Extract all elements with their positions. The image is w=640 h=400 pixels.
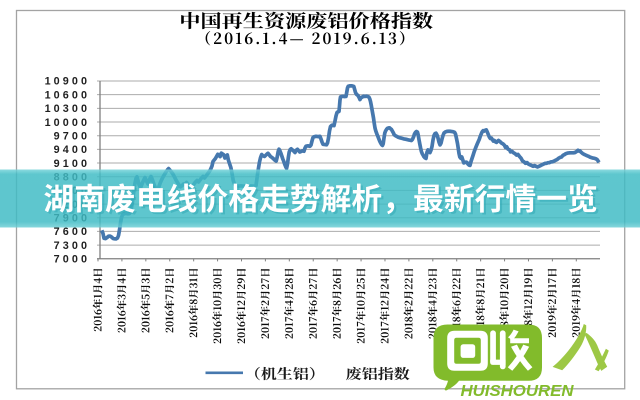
svg-text:7300: 7300 xyxy=(54,240,90,252)
svg-text:10300: 10300 xyxy=(45,103,91,115)
svg-text:10600: 10600 xyxy=(45,89,91,101)
svg-text:HUISHOUREN: HUISHOUREN xyxy=(461,383,575,400)
svg-text:10900: 10900 xyxy=(45,76,91,88)
svg-text:9400: 9400 xyxy=(54,144,90,156)
svg-text:9700: 9700 xyxy=(54,130,90,142)
svg-text:9100: 9100 xyxy=(54,158,90,170)
svg-text:10000: 10000 xyxy=(45,117,91,129)
svg-text:7600: 7600 xyxy=(54,226,90,238)
svg-text:7000: 7000 xyxy=(54,254,90,266)
